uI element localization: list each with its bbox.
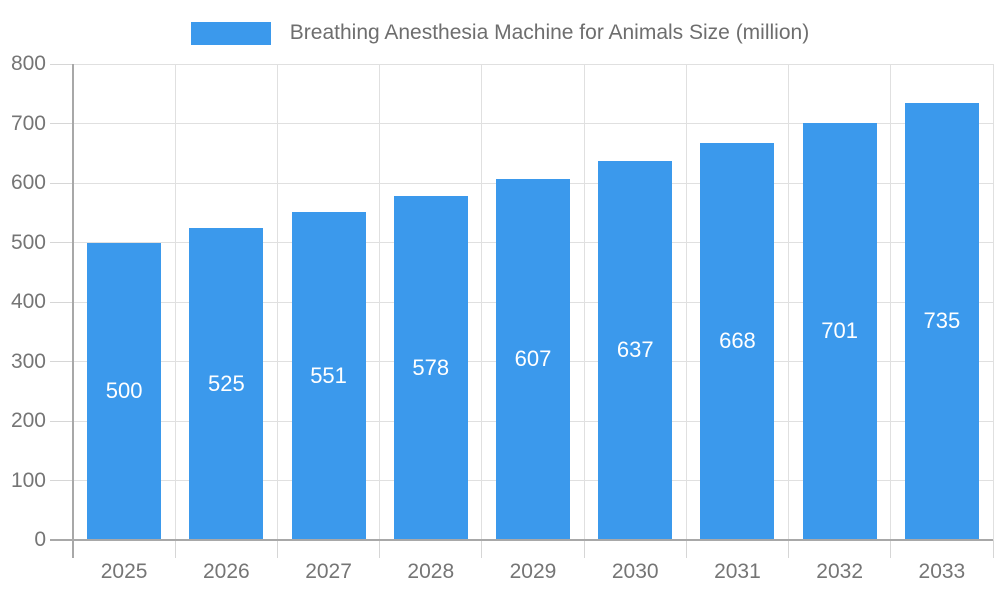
bar-2028[interactable]: 578 — [393, 196, 468, 540]
x-axis-label-2033: 2033 — [918, 560, 966, 583]
bar-value-label: 500 — [105, 378, 143, 404]
x-axis-label-2025: 2025 — [100, 560, 148, 583]
bar-value-label: 668 — [719, 328, 756, 354]
bar-value-label: 607 — [514, 346, 552, 372]
y-axis-tick — [50, 182, 73, 184]
bar-value-label: 735 — [923, 308, 961, 334]
x-axis-line — [50, 539, 993, 541]
y-axis-line — [72, 64, 74, 558]
y-axis-tick — [50, 242, 73, 243]
y-axis-label: 100 — [10, 468, 46, 492]
x-axis-tick — [583, 540, 585, 558]
x-axis-tick — [379, 540, 381, 558]
bar-value-label: 637 — [616, 337, 654, 363]
x-axis-tick — [174, 540, 176, 558]
x-axis-label-2028: 2028 — [407, 560, 455, 583]
bar-value-label: 701 — [821, 318, 859, 344]
y-gridline — [73, 123, 993, 124]
y-axis-tick — [50, 123, 73, 124]
bar-value-label: 551 — [310, 363, 347, 389]
y-axis-tick — [50, 480, 73, 481]
bar-2025[interactable]: 500 — [87, 242, 162, 540]
bar-value-label: 578 — [412, 355, 450, 381]
y-axis-label: 700 — [10, 111, 46, 135]
x-gridline — [481, 64, 483, 540]
x-axis-label-2031: 2031 — [714, 560, 761, 583]
y-axis-label: 0 — [34, 528, 46, 551]
x-gridline — [992, 64, 994, 540]
y-axis-tick — [50, 420, 73, 422]
x-gridline — [788, 64, 790, 540]
x-gridline — [685, 64, 687, 540]
bar-value-label: 525 — [207, 370, 245, 396]
y-axis-tick — [50, 301, 73, 303]
y-axis-label: 600 — [10, 171, 46, 194]
x-axis-label-2027: 2027 — [305, 560, 352, 583]
x-axis-label-2026: 2026 — [202, 560, 250, 583]
x-gridline — [583, 64, 585, 540]
bar-2030[interactable]: 637 — [598, 160, 673, 540]
x-gridline — [276, 64, 278, 540]
bar-2033[interactable]: 735 — [904, 102, 979, 540]
x-axis-label-2030: 2030 — [611, 560, 659, 583]
x-gridline — [174, 64, 176, 540]
y-gridline — [73, 63, 993, 65]
x-gridline — [890, 64, 892, 540]
legend-label: Breathing Anesthesia Machine for Animals… — [289, 21, 810, 44]
x-axis-label-2029: 2029 — [509, 560, 557, 583]
x-axis-label-2032: 2032 — [816, 560, 864, 583]
x-axis-tick — [276, 540, 278, 558]
x-axis-tick — [890, 540, 892, 558]
y-axis-label: 200 — [10, 409, 46, 432]
legend-swatch — [190, 21, 271, 45]
y-axis-tick — [50, 361, 73, 362]
x-axis-tick — [481, 540, 483, 558]
y-axis-label: 400 — [10, 290, 46, 313]
y-axis-tick — [50, 63, 73, 65]
bar-2032[interactable]: 701 — [802, 122, 877, 540]
y-axis-label: 500 — [10, 230, 46, 254]
chart-legend[interactable]: Breathing Anesthesia Machine for Animals… — [0, 20, 1000, 46]
x-axis-tick — [685, 540, 687, 558]
bar-2031[interactable]: 668 — [700, 142, 775, 540]
x-gridline — [379, 64, 381, 540]
bar-2026[interactable]: 525 — [189, 227, 264, 540]
y-axis-label: 800 — [10, 52, 46, 75]
y-axis-label: 300 — [10, 349, 46, 373]
bar-2027[interactable]: 551 — [291, 212, 366, 540]
x-axis-tick — [788, 540, 790, 558]
x-axis-tick — [992, 540, 994, 558]
bar-2029[interactable]: 607 — [496, 178, 570, 540]
